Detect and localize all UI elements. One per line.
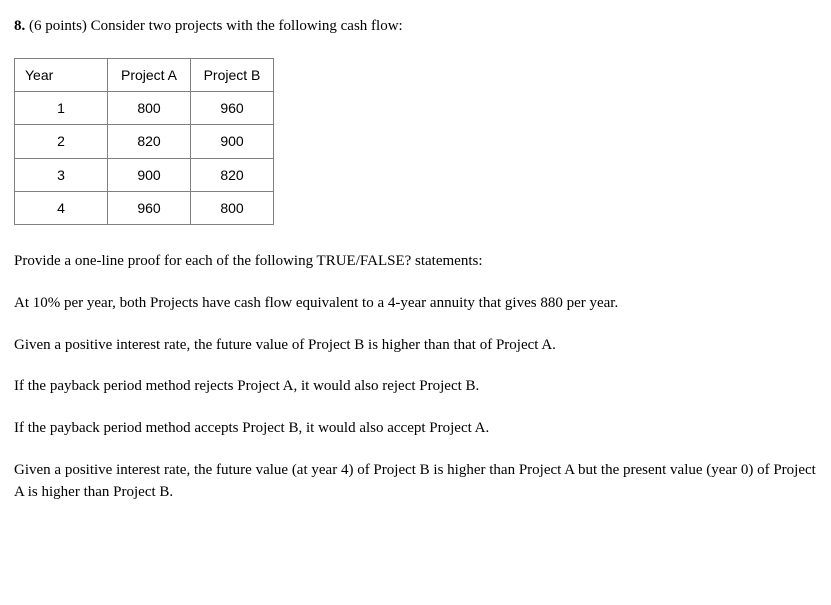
statement: Given a positive interest rate, the futu… xyxy=(14,460,817,504)
table-row: 3 900 820 xyxy=(15,158,274,191)
statement: Given a positive interest rate, the futu… xyxy=(14,335,817,357)
cell-project-b: 960 xyxy=(191,92,274,125)
statement: If the payback period method rejects Pro… xyxy=(14,376,817,398)
cell-year: 4 xyxy=(15,191,108,224)
cash-flow-table: Year Project A Project B 1 800 960 2 820… xyxy=(14,58,274,225)
table-row: 4 960 800 xyxy=(15,191,274,224)
cell-project-b: 800 xyxy=(191,191,274,224)
proof-prompt: Provide a one-line proof for each of the… xyxy=(14,251,817,273)
cell-project-b: 820 xyxy=(191,158,274,191)
header-project-b: Project B xyxy=(191,58,274,91)
header-year: Year xyxy=(15,58,108,91)
cell-project-a: 800 xyxy=(108,92,191,125)
cell-year: 3 xyxy=(15,158,108,191)
table-header-row: Year Project A Project B xyxy=(15,58,274,91)
table-row: 1 800 960 xyxy=(15,92,274,125)
header-project-a: Project A xyxy=(108,58,191,91)
cell-project-b: 900 xyxy=(191,125,274,158)
question-points: (6 points) xyxy=(29,18,87,34)
cell-project-a: 960 xyxy=(108,191,191,224)
cell-year: 2 xyxy=(15,125,108,158)
statement: If the payback period method accepts Pro… xyxy=(14,418,817,440)
table-row: 2 820 900 xyxy=(15,125,274,158)
statement: At 10% per year, both Projects have cash… xyxy=(14,293,817,315)
question-number: 8. xyxy=(14,18,25,34)
cell-project-a: 900 xyxy=(108,158,191,191)
question-header: 8. (6 points) Consider two projects with… xyxy=(14,16,817,38)
cell-project-a: 820 xyxy=(108,125,191,158)
cell-year: 1 xyxy=(15,92,108,125)
question-text: Consider two projects with the following… xyxy=(91,18,403,34)
